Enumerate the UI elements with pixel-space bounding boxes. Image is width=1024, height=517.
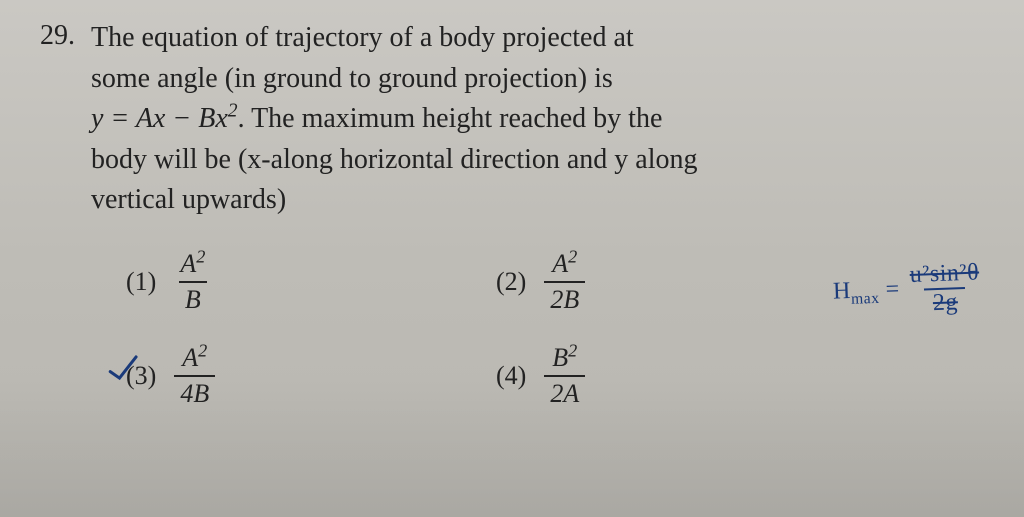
handwriting-formula: Hmax = u²sin²θ 2g: [833, 273, 984, 304]
option-3-denominator: 4B: [174, 375, 215, 409]
question-line-4: body will be (x-along horizontal directi…: [91, 140, 698, 181]
option-3: (3) A2 4B: [126, 343, 456, 409]
question-text: The equation of trajectory of a body pro…: [91, 18, 698, 221]
option-3-fraction: A2 4B: [174, 343, 215, 409]
equation-superscript: 2: [228, 101, 238, 122]
question-block: 29. The equation of trajectory of a body…: [40, 18, 994, 221]
option-4-fraction: B2 2A: [544, 343, 585, 409]
question-line-1: The equation of trajectory of a body pro…: [91, 18, 698, 59]
option-4: (4) B2 2A: [496, 343, 826, 409]
option-1-label: (1): [126, 267, 156, 297]
options-grid: (1) A2 B (2) A2 2B (3) A2 4B: [126, 249, 826, 409]
question-number: 29.: [40, 18, 75, 52]
question-line-5: vertical upwards): [91, 180, 698, 221]
option-1: (1) A2 B: [126, 249, 456, 315]
handwriting-fraction: u²sin²θ 2g: [906, 259, 985, 318]
option-4-denominator: 2A: [544, 375, 585, 409]
option-1-denominator: B: [179, 281, 207, 315]
option-2-fraction: A2 2B: [544, 249, 585, 315]
option-2-numerator: A2: [546, 249, 583, 281]
option-1-fraction: A2 B: [174, 249, 211, 315]
option-3-numerator: A2: [176, 343, 213, 375]
option-4-label: (4): [496, 361, 526, 391]
option-2-label: (2): [496, 267, 526, 297]
page-container: 29. The equation of trajectory of a body…: [0, 0, 1024, 517]
option-4-numerator: B2: [546, 343, 583, 375]
equation-text: y = Ax − Bx: [91, 103, 228, 134]
question-line-3: y = Ax − Bx2. The maximum height reached…: [91, 99, 698, 140]
option-3-label: (3): [126, 361, 156, 391]
handwriting-numerator: u²sin²θ: [906, 259, 984, 289]
option-1-numerator: A2: [174, 249, 211, 281]
handwritten-annotation: Hmax = u²sin²θ 2g: [832, 259, 985, 320]
question-line-3-suffix: . The maximum height reached by the: [238, 103, 663, 134]
handwriting-denominator: 2g: [925, 287, 967, 317]
question-line-2: some angle (in ground to ground projecti…: [91, 59, 698, 100]
option-2-denominator: 2B: [544, 281, 585, 315]
option-2: (2) A2 2B: [496, 249, 826, 315]
checkmark-icon: [106, 352, 144, 385]
